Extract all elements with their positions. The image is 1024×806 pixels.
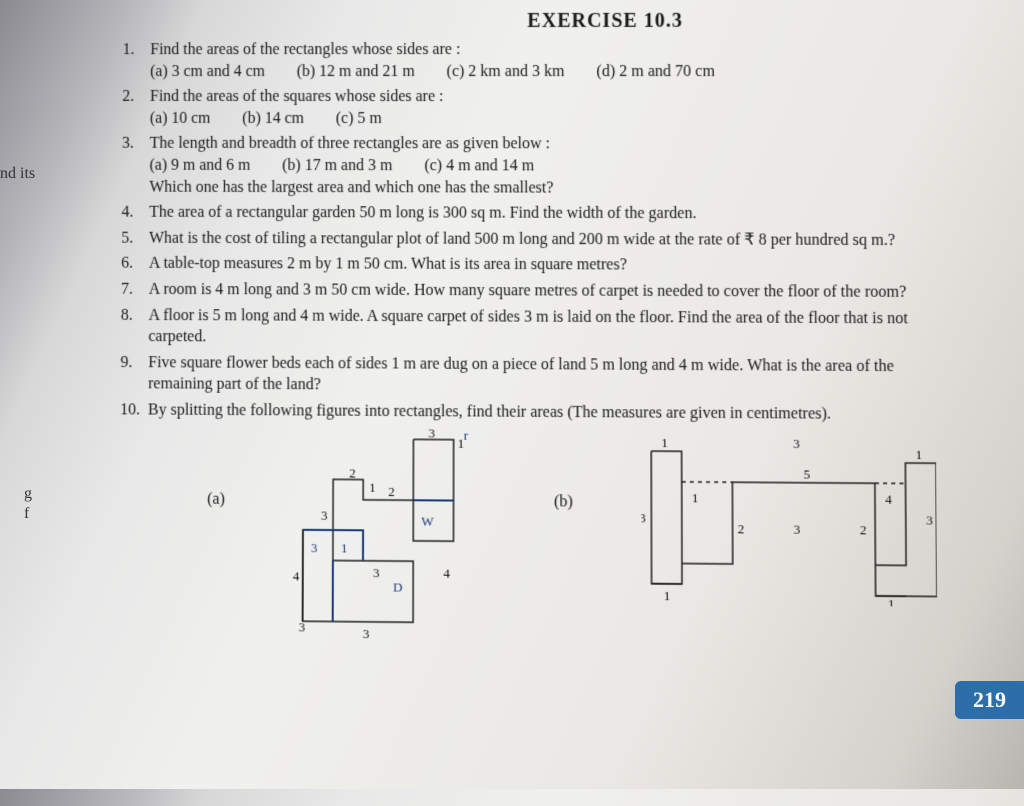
- figure-a: 3 1 2 2 1 3 4 3 3 4 3 r W: [292, 428, 493, 643]
- figA-dim-2a: 2: [388, 483, 395, 498]
- fig-b-label: (b): [554, 491, 573, 513]
- figure-b: 1 3 5 1 3 1 2 3 2 4 3 1 1: [642, 430, 938, 606]
- figA-hand-12: 1: [341, 540, 348, 555]
- fig-a-label: (a): [207, 488, 225, 510]
- figB-t1a: 1: [662, 434, 669, 449]
- figA-dim-4l: 4: [293, 568, 300, 583]
- exercise-heading: EXERCISE 10.3: [271, 10, 943, 34]
- q2-opt-b: (b) 14 cm: [242, 108, 304, 130]
- q2-opt-c: (c) 5 m: [336, 108, 382, 130]
- figB-i2b: 2: [860, 521, 867, 536]
- figB-t3: 3: [794, 435, 801, 450]
- q1-opt-c: (c) 2 km and 3 km: [447, 61, 565, 83]
- figA-hand-D: D: [393, 579, 402, 594]
- figB-i2a: 2: [738, 520, 745, 535]
- figA-dim-2b: 2: [349, 465, 356, 480]
- textbook-page: EXERCISE 10.3 Find the areas of the rect…: [58, 0, 990, 806]
- figA-dim-3b: 3: [373, 564, 380, 579]
- question-7: A room is 4 m long and 3 m 50 cm wide. H…: [121, 279, 945, 304]
- figB-i4: 4: [886, 491, 893, 506]
- q2-opt-a: (a) 10 cm: [150, 108, 211, 130]
- q3-text: The length and breadth of three rectangl…: [150, 135, 550, 153]
- question-4: The area of a rectangular garden 50 m lo…: [121, 202, 944, 226]
- figB-b1b: 1: [888, 596, 895, 607]
- figA-dim-3a: 3: [321, 507, 328, 522]
- margin-fragment-g: g: [24, 485, 32, 503]
- q3-opt-b: (b) 17 m and 3 m: [282, 155, 392, 177]
- q3-opt-c: (c) 4 m and 14 m: [424, 155, 534, 177]
- figB-b1a: 1: [664, 587, 671, 602]
- margin-fragment-nd-its: nd its: [0, 165, 35, 183]
- margin-fragment-f: f: [24, 505, 29, 523]
- figB-l3: 3: [642, 510, 647, 525]
- q3-opt-a: (a) 9 m and 6 m: [149, 155, 250, 177]
- question-5: What is the cost of tiling a rectangular…: [121, 227, 944, 251]
- question-9: Five square flower beds each of sides 1 …: [120, 352, 946, 400]
- figA-hand-r: r: [463, 428, 468, 442]
- q3-tail: Which one has the largest area and which…: [149, 176, 944, 199]
- question-6: A table-top measures 2 m by 1 m 50 cm. W…: [121, 253, 945, 278]
- q2-text: Find the areas of the squares whose side…: [150, 88, 444, 105]
- figB-r3: 3: [927, 512, 934, 527]
- figB-i1: 1: [692, 490, 699, 505]
- question-1: Find the areas of the rectangles whose s…: [122, 39, 943, 83]
- question-list: Find the areas of the rectangles whose s…: [119, 39, 948, 648]
- q1-opt-b: (b) 12 m and 21 m: [297, 61, 415, 83]
- figA-hand-W: W: [421, 513, 434, 528]
- q10-text: By splitting the following figures into …: [148, 401, 831, 422]
- figA-dim-b3: 3: [363, 625, 370, 640]
- question-2: Find the areas of the squares whose side…: [122, 86, 944, 130]
- page-number-badge: 219: [955, 681, 1024, 719]
- q1-opt-d: (d) 2 m and 70 cm: [596, 61, 714, 83]
- question-3: The length and breadth of three rectangl…: [122, 133, 945, 200]
- figA-dim-4: 4: [443, 565, 450, 580]
- question-8: A floor is 5 m long and 4 m wide. A squa…: [121, 304, 946, 351]
- question-10: By splitting the following figures into …: [119, 399, 948, 647]
- figA-dim-3l: 3: [298, 619, 305, 634]
- q1-text: Find the areas of the rectangles whose s…: [150, 41, 460, 58]
- figB-t1b: 1: [916, 446, 923, 461]
- figB-t5: 5: [804, 466, 811, 481]
- figA-dim-3: 3: [428, 428, 435, 440]
- figA-dim-1b: 1: [369, 479, 376, 494]
- q1-opt-a: (a) 3 cm and 4 cm: [150, 61, 265, 83]
- figB-i3: 3: [794, 521, 801, 536]
- figA-hand-31: 3: [311, 539, 318, 554]
